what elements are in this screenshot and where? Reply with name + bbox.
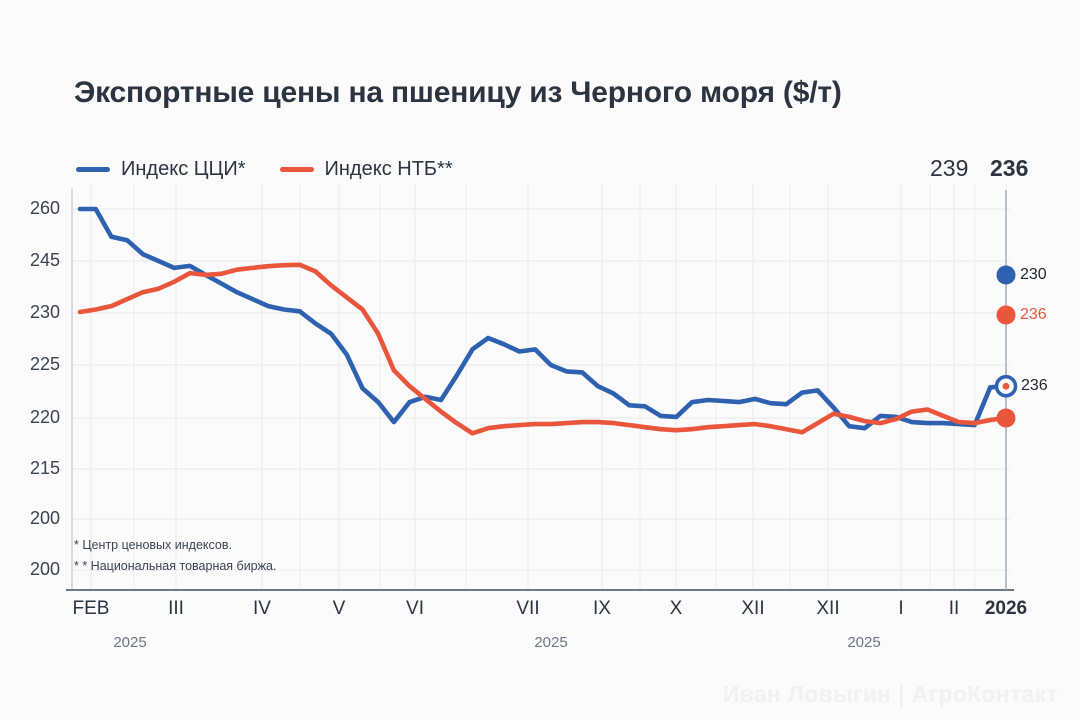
x-axis-tick-10: I bbox=[898, 598, 904, 619]
x-axis-tick-8: XII bbox=[741, 598, 765, 619]
chart-legend: Индекс ЦЦИ* Индекс НТБ** bbox=[76, 158, 453, 181]
marker-label-ntb-236: 236 bbox=[1020, 306, 1047, 323]
x-axis-tick-11: II bbox=[948, 598, 960, 619]
x-axis-tick-7: X bbox=[669, 598, 683, 619]
x-axis-tick-0: FEB bbox=[72, 598, 110, 619]
x-axis-year-0: 2025 bbox=[113, 634, 147, 651]
x-axis-tick-3: V bbox=[332, 598, 346, 619]
x-axis-year-2: 2025 bbox=[847, 634, 881, 651]
legend-item-cci[interactable]: Индекс ЦЦИ* bbox=[76, 158, 246, 181]
marker-label-endpoint-236: 236 bbox=[1021, 377, 1048, 394]
y-axis-tick-5: 215 bbox=[29, 458, 60, 478]
footnote-cci: * Центр ценовых индексов. bbox=[74, 538, 232, 552]
watermark: Иван Ловыгин | АгроКонтакт bbox=[722, 681, 1058, 707]
top-annotation-236: 236 bbox=[990, 155, 1029, 181]
y-axis-tick-1: 245 bbox=[29, 250, 60, 270]
x-axis-tick-9: XII bbox=[816, 598, 840, 619]
x-axis-tick-12: 2026 bbox=[984, 598, 1028, 619]
x-axis-tick-1: III bbox=[168, 598, 184, 619]
x-axis-tick-6: IX bbox=[593, 598, 611, 619]
x-axis-tick-2: IV bbox=[253, 598, 271, 619]
legend-label-cci: Индекс ЦЦИ* bbox=[121, 158, 246, 180]
x-axis-year-1: 2025 bbox=[534, 634, 568, 651]
legend-label-ntb: Индекс НТБ** bbox=[324, 158, 453, 180]
x-axis-tick-5: VII bbox=[516, 598, 540, 619]
y-axis-tick-3: 225 bbox=[29, 354, 60, 374]
marker-label-cci-230: 230 bbox=[1020, 266, 1047, 283]
y-axis-tick-4: 220 bbox=[29, 407, 60, 427]
y-axis-tick-6: 200 bbox=[29, 508, 60, 528]
page-title: Экспортные цены на пшеницу из Черного мо… bbox=[74, 76, 842, 109]
footnote-ntb: * * Национальная товарная биржа. bbox=[74, 559, 277, 573]
y-axis-tick-2: 230 bbox=[29, 302, 60, 322]
y-axis-tick-7: 200 bbox=[29, 559, 60, 579]
legend-swatch-cci bbox=[76, 167, 110, 172]
legend-item-ntb[interactable]: Индекс НТБ** bbox=[279, 158, 453, 181]
y-axis-tick-0: 260 bbox=[29, 198, 60, 218]
x-axis-tick-4: VI bbox=[406, 598, 424, 619]
legend-swatch-ntb bbox=[279, 167, 314, 172]
top-annotation-239: 239 bbox=[930, 155, 969, 181]
